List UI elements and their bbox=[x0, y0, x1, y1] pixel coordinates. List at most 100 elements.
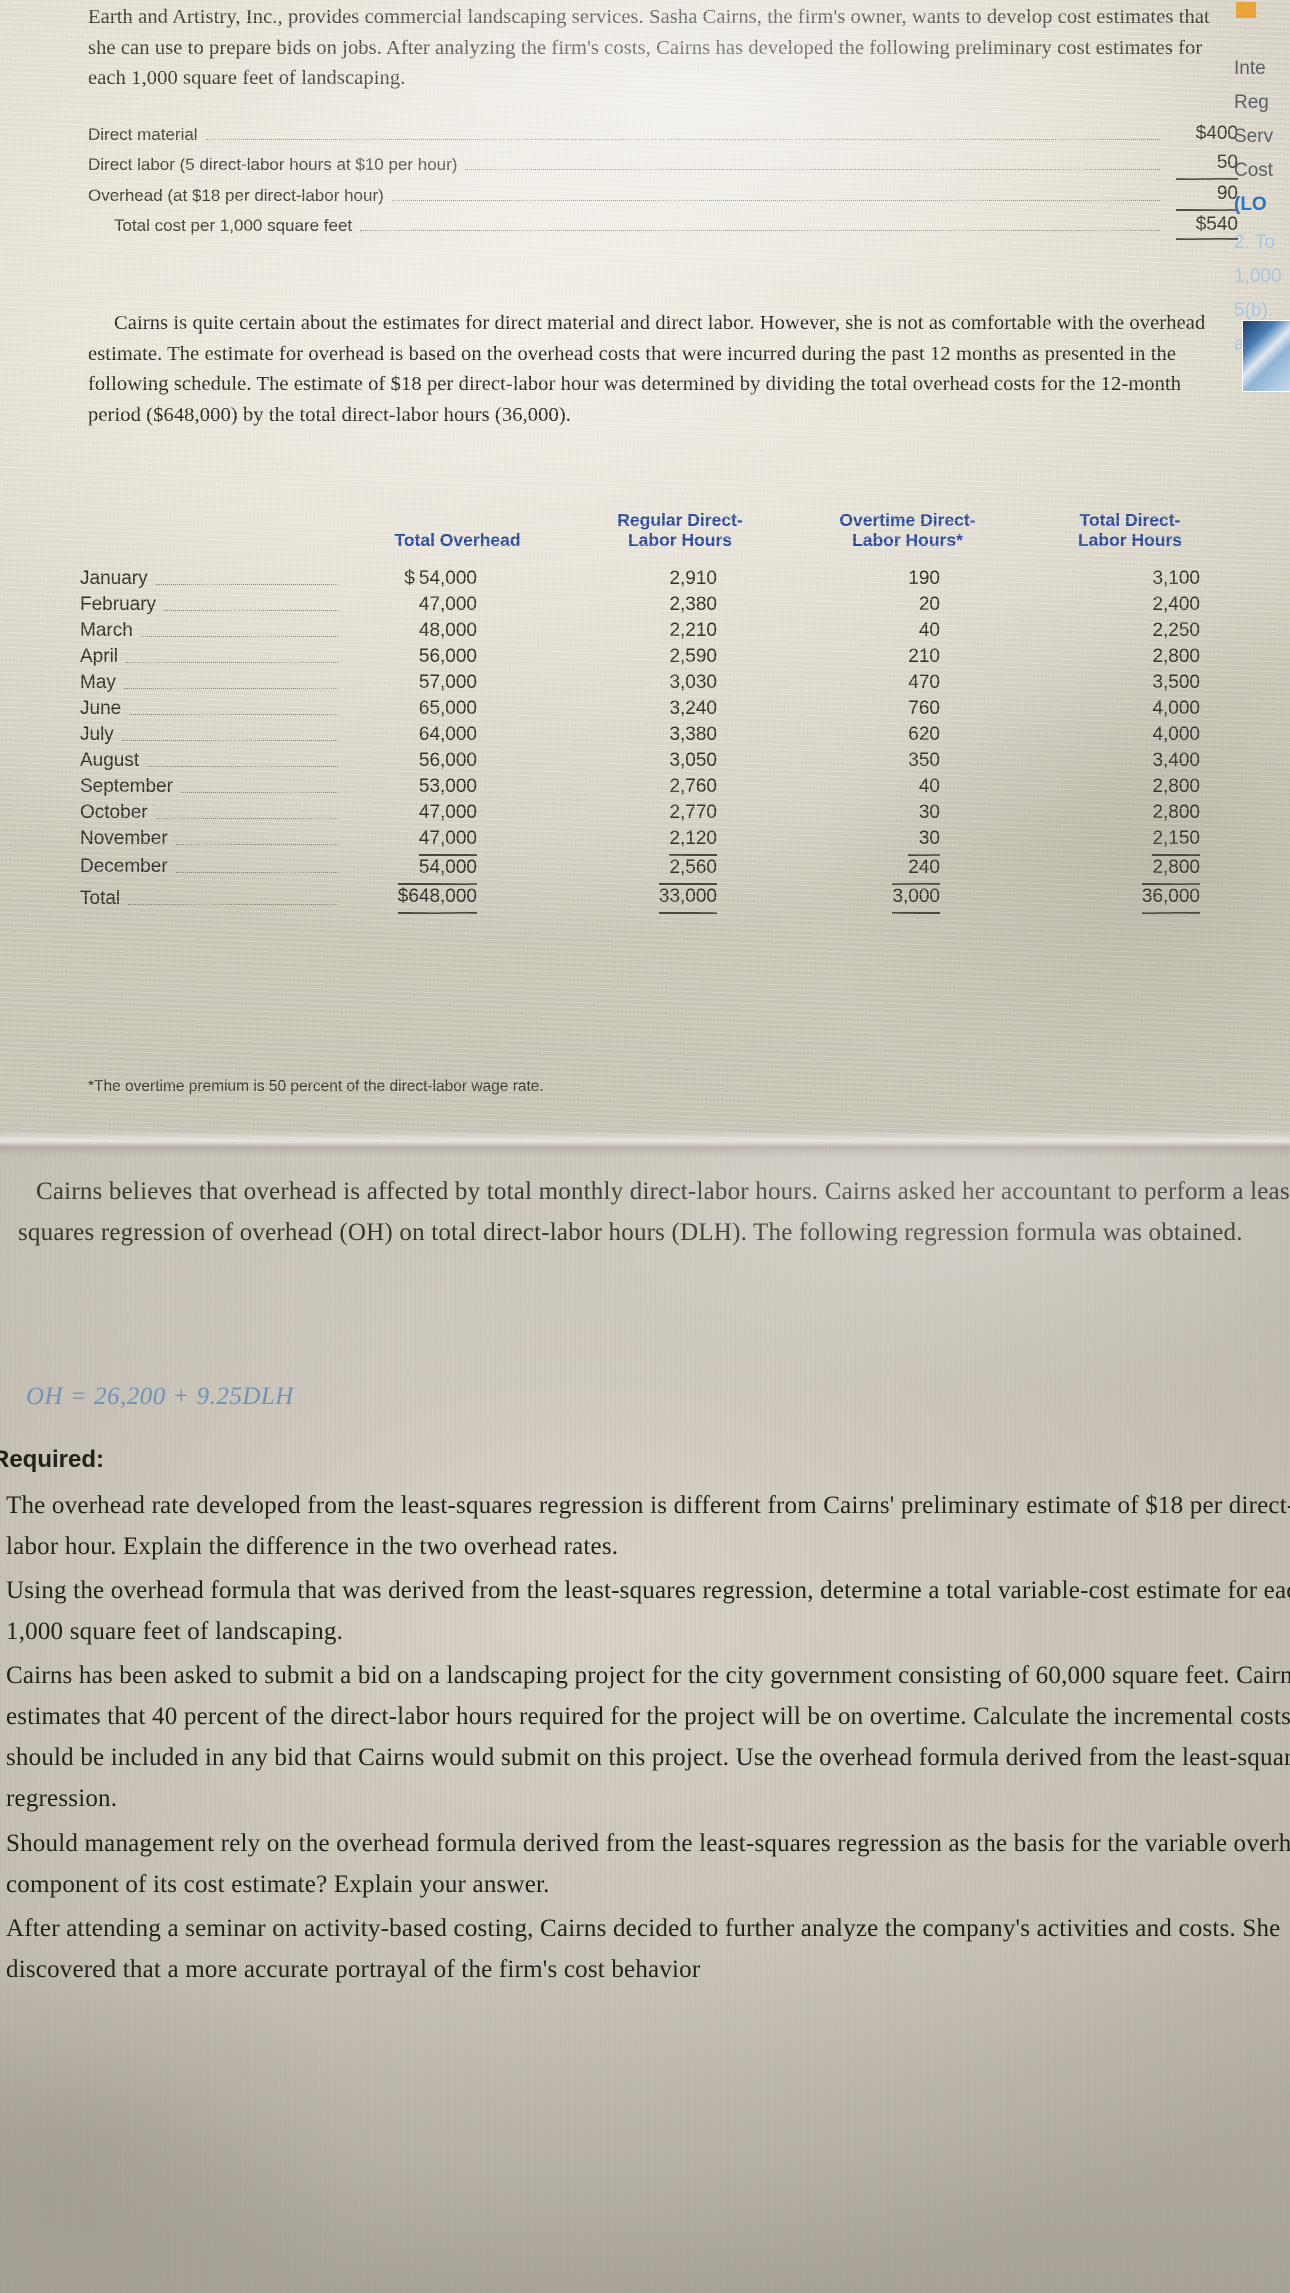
leader-dots bbox=[465, 169, 1160, 170]
required-item-5: After attending a seminar on activity-ba… bbox=[6, 1915, 1281, 1983]
cost-row: Direct material $400 bbox=[88, 120, 1238, 149]
total-overhead-sum: $648,000 bbox=[350, 881, 565, 916]
cell-regular-dlh: 2,120 bbox=[669, 828, 717, 849]
leader-dots bbox=[121, 740, 338, 741]
header-line: Labor Hours bbox=[1077, 530, 1183, 550]
cell-overtime-dlh: 760 bbox=[908, 698, 940, 719]
cost-row-amount: $400 bbox=[1195, 123, 1238, 144]
cell-total-dlh: 4,000 bbox=[1152, 724, 1200, 745]
cell-total-overhead: 47,000 bbox=[418, 828, 477, 849]
table-row: April 56,000 2,590 210 2,800 bbox=[80, 644, 1240, 670]
header-line: Labor Hours bbox=[627, 530, 733, 550]
column-header-overtime-dlh: Overtime Direct- Labor Hours* bbox=[795, 510, 1020, 566]
overhead-schedule-table: Total Overhead Regular Direct- Labor Hou… bbox=[80, 510, 1240, 916]
cell-overtime-dlh: 350 bbox=[908, 750, 940, 771]
cell-total-overhead: 57,000 bbox=[418, 672, 477, 693]
margin-sidebar: Inte Reg Serv Cost (LO 2. To 1,000 5(b).… bbox=[1228, 0, 1290, 1143]
required-item-3: Cairns has been asked to submit a bid on… bbox=[6, 1662, 1290, 1812]
total-label: Total bbox=[80, 887, 121, 909]
cell-overtime-dlh: 40 bbox=[918, 620, 940, 641]
estimate-paragraph: Cairns is quite certain about the estima… bbox=[88, 312, 1206, 426]
cell-regular-dlh: 2,560 bbox=[565, 852, 795, 881]
cell-total-dlh: 2,250 bbox=[1152, 620, 1200, 641]
cell-regular-dlh: 2,770 bbox=[669, 802, 717, 823]
table-row: June 65,000 3,240 760 4,000 bbox=[80, 696, 1240, 722]
cost-row-label: Overhead (at $18 per direct-labor hour) bbox=[88, 186, 384, 205]
leader-dots bbox=[205, 139, 1160, 140]
table-total-row: Total $648,000 33,000 3,000 36,000 bbox=[80, 881, 1240, 916]
cost-row-amount: 90 bbox=[1175, 178, 1238, 210]
column-header-month bbox=[80, 510, 350, 566]
cell-overtime-dlh: 40 bbox=[918, 776, 940, 797]
cell-total-dlh: 4,000 bbox=[1152, 698, 1200, 719]
table-row: February 47,000 2,380 20 2,400 bbox=[80, 592, 1240, 618]
cell-regular-dlh: 3,050 bbox=[669, 750, 717, 771]
regression-intro-paragraph: Cairns believes that overhead is affecte… bbox=[18, 1178, 1290, 1246]
cell-overtime-dlh: 20 bbox=[918, 594, 940, 615]
month-label: December bbox=[80, 855, 168, 877]
cell-regular-dlh: 2,910 bbox=[669, 568, 717, 589]
orange-square-icon bbox=[1236, 2, 1256, 18]
cell-overtime-dlh: 240 bbox=[795, 852, 1020, 881]
leader-dots bbox=[175, 871, 338, 873]
cell-total-overhead: 65,000 bbox=[418, 698, 477, 719]
cost-total-row: Total cost per 1,000 square feet $540 bbox=[88, 209, 1238, 240]
header-line: Overtime Direct- bbox=[839, 510, 976, 530]
leader-dots bbox=[129, 714, 338, 715]
margin-line: Serv bbox=[1234, 126, 1274, 147]
margin-photo-thumbnail bbox=[1242, 320, 1290, 392]
cell-total-overhead: 48,000 bbox=[418, 620, 477, 641]
cell-total-overhead: 53,000 bbox=[418, 776, 477, 797]
cell-total-overhead: 56,000 bbox=[418, 646, 477, 667]
cell-overtime-dlh: 190 bbox=[908, 568, 940, 589]
cell-total-dlh: 3,400 bbox=[1152, 750, 1200, 771]
cost-row: Direct labor (5 direct-labor hours at $1… bbox=[88, 149, 1238, 179]
table-footnote: *The overtime premium is 50 percent of t… bbox=[88, 1078, 544, 1095]
cell-overtime-dlh: 470 bbox=[908, 672, 940, 693]
header-line: Total Overhead bbox=[394, 530, 521, 550]
leader-dots bbox=[180, 792, 338, 793]
table-row: January $54,000 2,910 190 3,100 bbox=[80, 566, 1240, 592]
month-label: April bbox=[80, 646, 119, 667]
table-row: March 48,000 2,210 40 2,250 bbox=[80, 618, 1240, 644]
cell-regular-dlh: 2,380 bbox=[669, 594, 717, 615]
cost-total-label: Total cost per 1,000 square feet bbox=[114, 216, 353, 235]
table-row: May 57,000 3,030 470 3,500 bbox=[80, 670, 1240, 696]
cell-total-dlh: 2,800 bbox=[1020, 852, 1240, 881]
leader-dots bbox=[140, 636, 338, 637]
cell-total-overhead: $54,000 bbox=[404, 568, 477, 589]
cost-row-label: Direct labor (5 direct-labor hours at $1… bbox=[88, 155, 458, 174]
intro-paragraph: Earth and Artistry, Inc., provides comme… bbox=[88, 6, 1210, 89]
cell-regular-dlh: 2,760 bbox=[669, 776, 717, 797]
column-header-regular-dlh: Regular Direct- Labor Hours bbox=[565, 510, 795, 566]
column-header-total-overhead: Total Overhead bbox=[350, 510, 565, 566]
header-line: Labor Hours* bbox=[852, 530, 963, 550]
month-label: August bbox=[80, 750, 140, 771]
cell-regular-dlh: 3,380 bbox=[669, 724, 717, 745]
table-row: September 53,000 2,760 40 2,800 bbox=[80, 774, 1240, 800]
cell-total-dlh: 2,800 bbox=[1152, 802, 1200, 823]
margin-line: 5(b). bbox=[1234, 300, 1274, 321]
month-label: March bbox=[80, 620, 133, 641]
margin-line: 2. To bbox=[1234, 232, 1275, 253]
cell-regular-dlh: 3,240 bbox=[669, 698, 717, 719]
cell-total-dlh: 3,100 bbox=[1152, 568, 1200, 589]
month-label: November bbox=[80, 828, 168, 849]
cell-regular-dlh: 3,030 bbox=[669, 672, 717, 693]
month-label: January bbox=[80, 568, 148, 589]
total-dlh-sum: 36,000 bbox=[1020, 881, 1240, 916]
cost-row-amount: 50 bbox=[1216, 152, 1238, 173]
leader-dots bbox=[147, 766, 338, 767]
column-header-total-dlh: Total Direct- Labor Hours bbox=[1020, 510, 1240, 566]
cell-total-dlh: 2,800 bbox=[1152, 776, 1200, 797]
leader-dots bbox=[155, 584, 338, 585]
cell-overtime-dlh: 210 bbox=[908, 646, 940, 667]
cell-regular-dlh: 2,210 bbox=[669, 620, 717, 641]
margin-line: 1,000 bbox=[1234, 266, 1282, 287]
regression-formula: OH = 26,200 + 9.25DLH bbox=[26, 1383, 294, 1410]
leader-dots bbox=[123, 688, 338, 689]
leader-dots bbox=[164, 610, 338, 611]
textbook-page-upper: Earth and Artistry, Inc., provides comme… bbox=[0, 0, 1290, 1143]
cell-overtime-dlh: 620 bbox=[908, 724, 940, 745]
leader-dots bbox=[175, 844, 338, 845]
